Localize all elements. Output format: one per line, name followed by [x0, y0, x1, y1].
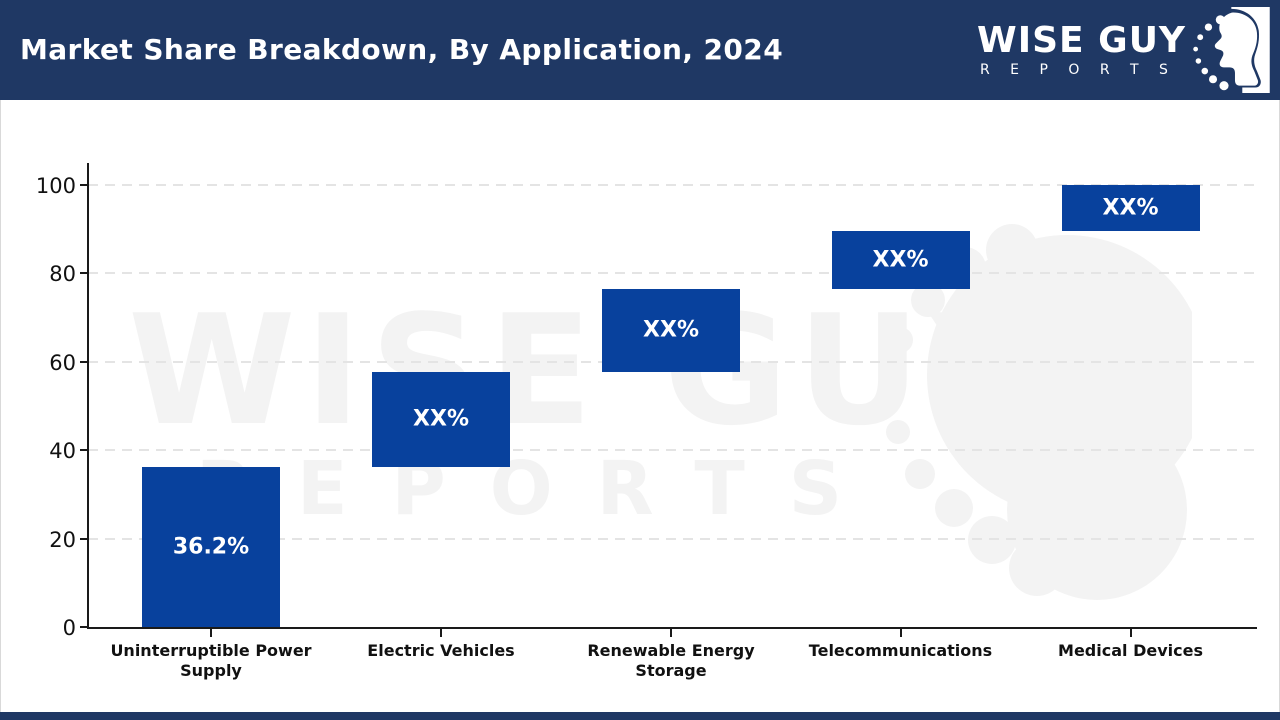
y-axis-label-20: 20 [49, 527, 76, 552]
y-axis-label-60: 60 [49, 350, 76, 375]
x-axis-category-2: Renewable Energy Storage [587, 641, 755, 680]
gridline-y80 [88, 272, 1256, 275]
y-axis-tick-40 [80, 449, 88, 452]
x-axis-category-0: Uninterruptible Power Supply [110, 641, 312, 680]
x-axis-tick-4 [1129, 629, 1132, 637]
bar-0 [142, 466, 280, 627]
brand-head-icon [1193, 7, 1270, 93]
brand-subname: R E P O R T S [979, 61, 1176, 78]
brand-wordmark: WISE GUY R E P O R T S [976, 19, 1186, 78]
y-axis-label-80: 80 [49, 262, 76, 287]
bar-value-label-0: 36.2% [172, 534, 250, 560]
brand-logo: WISE GUY R E P O R T S [977, 6, 1270, 94]
x-axis-tick-3 [899, 629, 902, 637]
bar-2 [602, 288, 740, 372]
x-axis-category-3: Telecommunications [808, 641, 993, 660]
y-axis-label-100: 100 [35, 174, 76, 198]
gridline-y20 [88, 537, 1256, 540]
page-title: Market Share Breakdown, By Application, … [20, 32, 784, 66]
y-axis-tick-100 [80, 184, 88, 186]
x-axis-category-4: Medical Devices [1058, 641, 1203, 660]
x-axis-tick-0 [210, 629, 212, 637]
gridline-y40 [88, 449, 1256, 452]
x-axis-tick-2 [670, 629, 672, 637]
gridline-y100 [88, 184, 1256, 186]
bar-1 [372, 371, 510, 467]
bar-value-label-3: XX% [872, 247, 929, 273]
brand-name: WISE GUY [976, 19, 1186, 61]
footer-bar [0, 712, 1280, 720]
bar-3 [831, 230, 970, 289]
y-axis-tick-0 [80, 626, 88, 628]
y-axis-tick-80 [80, 272, 88, 275]
plot-area: 0 20 40 60 80 100 36.2% Uninterruptible Power S… [0, 100, 1280, 712]
y-axis-tick-20 [80, 537, 88, 540]
x-axis-category-1: Electric Vehicles [367, 641, 515, 660]
bar-value-label-1: XX% [413, 406, 469, 432]
bar-value-label-2: XX% [643, 317, 699, 343]
x-axis-tick-1 [440, 629, 442, 637]
header-bar: Market Share Breakdown, By Application, … [0, 0, 1280, 100]
y-axis-line [87, 163, 89, 629]
bar-value-label-4: XX% [1102, 195, 1159, 221]
y-axis-tick-60 [80, 360, 88, 363]
bar-4 [1061, 185, 1200, 231]
x-axis-line [87, 627, 1257, 629]
y-axis-label-0: 0 [62, 616, 76, 640]
y-axis-label-40: 40 [49, 439, 76, 464]
